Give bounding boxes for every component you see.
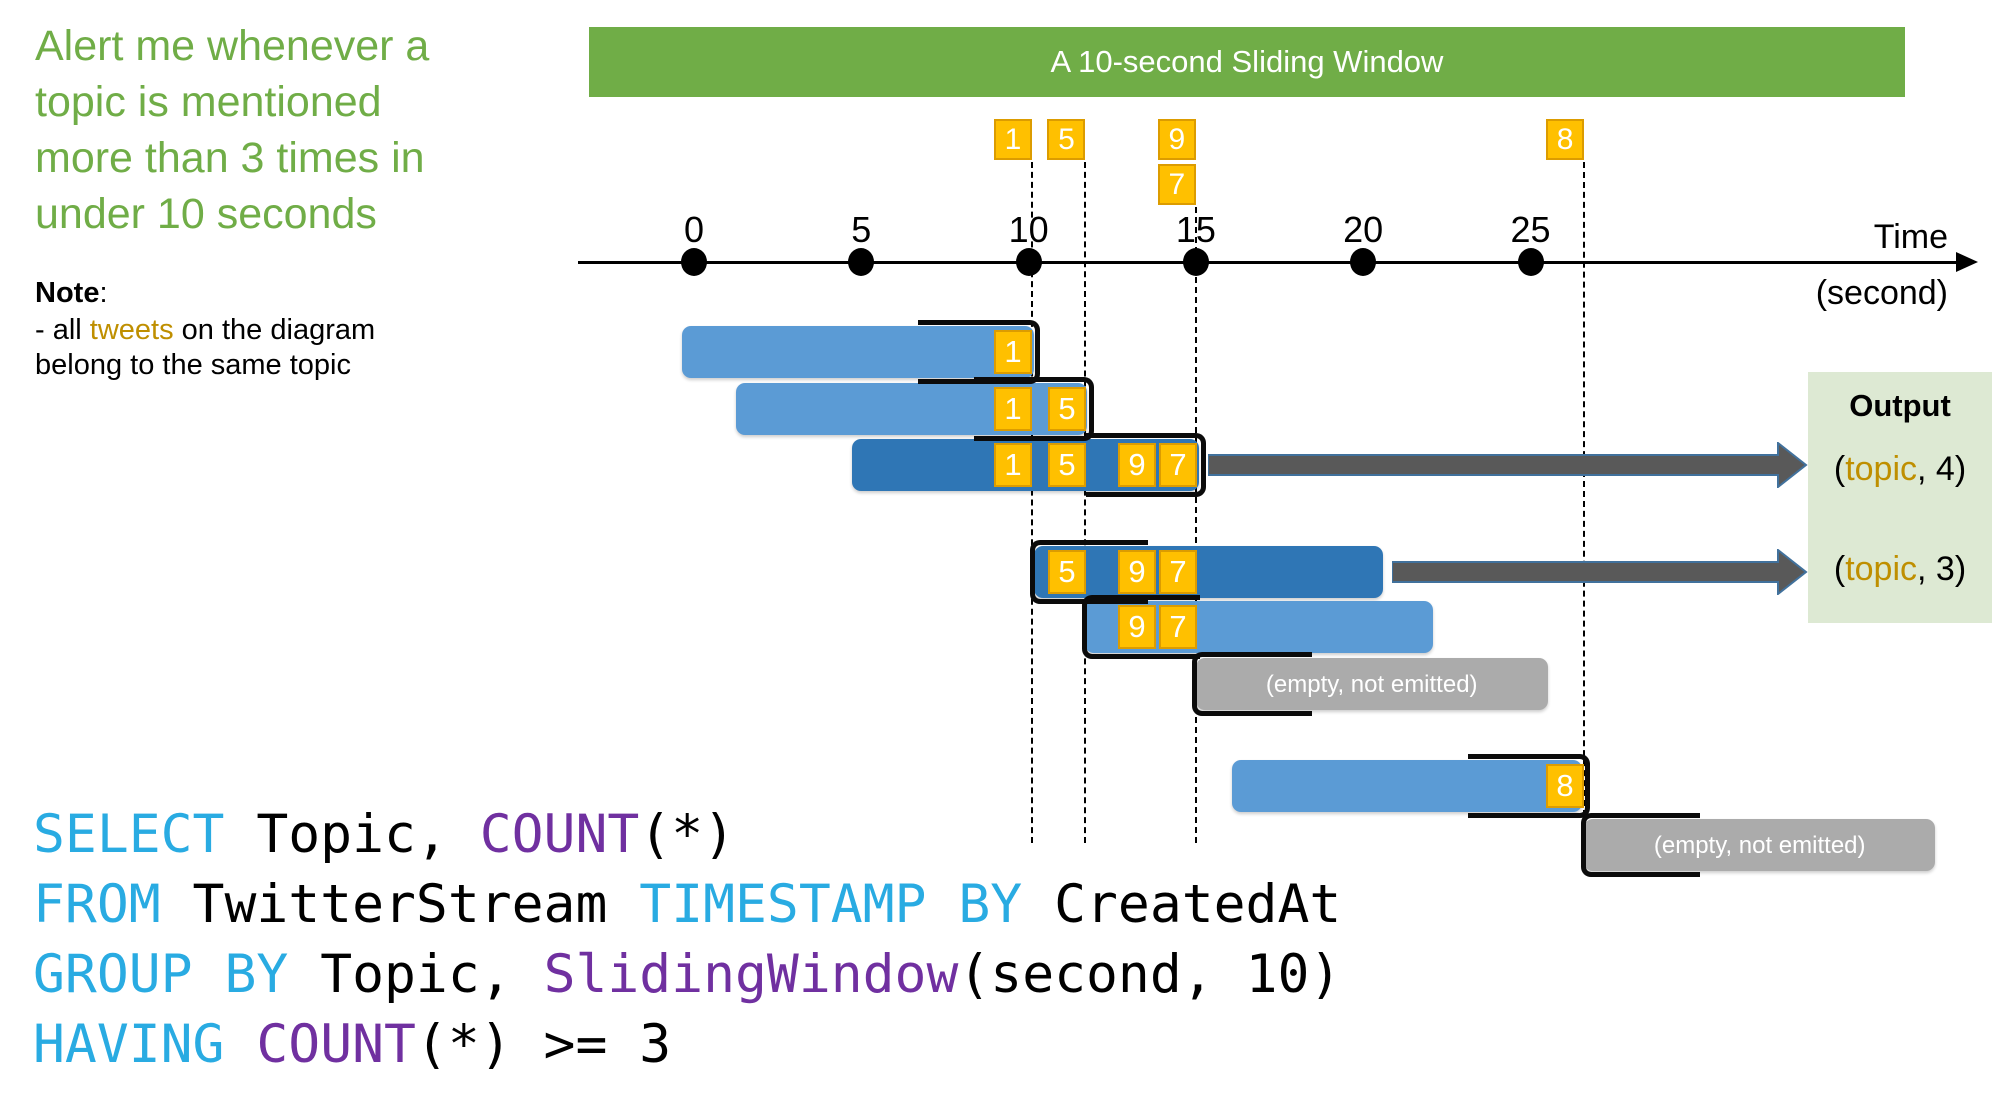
window-bar-6-empty: (empty, not emitted) [1195,658,1548,710]
event-marker-8: 8 [1546,119,1585,160]
note-block: Note: - all tweets on the diagram belong… [35,276,475,383]
tick-label-5: 5 [851,209,872,250]
sql-token: FROM [33,874,161,935]
window-close-bracket [1086,433,1206,497]
sql-token: COUNT [256,1014,416,1075]
sql-token: GROUP BY [33,944,289,1005]
window-event-7: 7 [1159,550,1197,594]
window-event-9: 9 [1118,605,1156,649]
window-bar-8-empty: (empty, not emitted) [1584,819,1936,871]
sql-token: Topic, [288,944,544,1005]
output-arrow-2 [1392,549,1808,595]
sql-line: SELECT Topic, COUNT(*) [33,800,1341,870]
tick-dot-10 [1015,248,1042,276]
tick-label-25: 25 [1510,209,1551,250]
note-highlight: tweets [89,314,174,346]
window-close-bracket [1581,813,1700,877]
sql-token: SlidingWindow [543,944,959,1005]
output-box: Output (topic, 4) (topic, 3) [1808,372,1992,623]
event-time-dashed-line [1583,162,1586,816]
sql-token: TIMESTAMP BY [639,874,1023,935]
output-arrow-1 [1208,442,1808,488]
output-result-1: (topic, 4) [1833,450,1967,488]
window-event-7: 7 [1159,605,1197,649]
event-marker-1: 1 [993,119,1032,160]
window-close-bracket [1468,754,1590,818]
event-marker-7: 7 [1157,164,1196,205]
window-bar-4-emitted [1033,546,1384,598]
note-text: on the diagram belong to the same topic [35,314,376,381]
event-time-dashed-line [1194,207,1197,843]
output-result-2: (topic, 3) [1833,550,1967,588]
window-event-8: 8 [1546,764,1584,808]
sql-token: HAVING [33,1014,225,1075]
event-time-dashed-line [1084,162,1087,843]
empty-window-label: (empty, not emitted) [1265,671,1478,698]
window-close-bracket [974,377,1094,441]
sql-token: COUNT [479,804,640,865]
alert-requirement-text: Alert me whenever a topic is mentioned m… [35,22,430,238]
sql-token: (*) [639,804,736,865]
window-close-bracket [1192,652,1312,716]
window-close-bracket [918,320,1040,384]
empty-window-label: (empty, not emitted) [1653,832,1866,859]
output-topic: topic [1845,550,1918,588]
axis-label-unit: (second) [1815,274,1948,312]
window-event-7: 7 [1159,443,1197,487]
event-time-dashed-line [1030,162,1033,843]
window-event-1: 1 [994,387,1032,431]
sql-token: Topic, [224,804,480,865]
sql-token: TwitterStream [160,874,640,935]
sql-token: SELECT [33,804,225,865]
window-bar-1-candidate [681,326,1034,378]
event-marker-5: 5 [1047,119,1086,160]
tick-dot-25 [1517,248,1544,276]
window-event-9: 9 [1118,550,1156,594]
window-close-bracket [1082,595,1200,659]
tick-dot-5 [848,248,875,276]
sql-line: HAVING COUNT(*) >= 3 [33,1010,1341,1080]
window-event-1: 1 [994,330,1032,374]
sql-token: (*) >= 3 [415,1014,672,1075]
output-title: Output [1849,388,1951,423]
sql-line: FROM TwitterStream TIMESTAMP BY CreatedA… [33,870,1341,940]
sql-token: (second, 10) [958,944,1342,1005]
note-title: Note: [35,277,108,309]
window-bar-7-candidate [1232,760,1583,812]
sql-line: GROUP BY Topic, SlidingWindow(second, 10… [33,940,1341,1010]
note-text: - all [35,314,90,346]
timeline-axis [578,261,1958,264]
tick-dot-20 [1350,248,1377,276]
sliding-window-banner: A 10-second Sliding Window [589,27,1905,97]
tick-label-10: 10 [1008,209,1049,250]
window-event-5: 5 [1048,387,1086,431]
output-topic: topic [1845,450,1918,488]
sql-token: CreatedAt [1022,874,1342,935]
event-marker-9: 9 [1157,119,1196,160]
window-event-5: 5 [1048,550,1086,594]
note-body: - all tweets on the diagram belong to th… [35,313,475,383]
tick-label-20: 20 [1343,209,1384,250]
axis-label-time: Time [1873,218,1948,256]
tick-dot-0 [681,248,707,276]
window-event-1: 1 [994,443,1032,487]
sql-query: SELECT Topic, COUNT(*) FROM TwitterStream… [33,800,1341,1080]
tick-dot-15 [1182,248,1209,276]
window-event-9: 9 [1118,443,1156,487]
timeline-arrowhead-icon [1956,252,1978,272]
window-event-5: 5 [1048,443,1086,487]
tick-label-0: 0 [683,209,705,250]
sql-token [224,1014,256,1075]
